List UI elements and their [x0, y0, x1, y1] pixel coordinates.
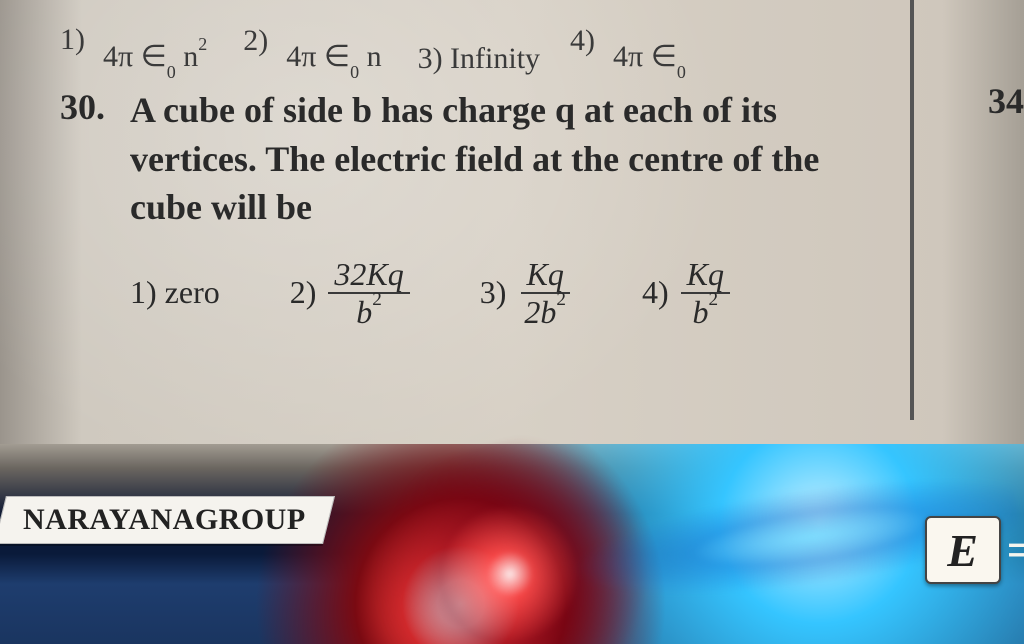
brand-badge: NARAYANAGROUP — [0, 496, 335, 544]
option-4: 4) Kq b2 — [642, 258, 730, 328]
equals-sign: = — [1007, 523, 1024, 578]
question-text: A cube of side b has charge q at each of… — [130, 86, 994, 232]
option-1-text: 1) zero — [130, 274, 220, 311]
option-3-fraction: Kq 2b2 — [518, 258, 572, 328]
prev-option-3: 3) Infinity — [418, 42, 540, 76]
previous-question-options: 1) x 4π ∈0 n2 2) x 4π ∈0 n 3) In — [60, 0, 994, 76]
prev-option-2-label: 2) — [243, 24, 268, 58]
prev-option-4-fraction: x 4π ∈0 — [607, 6, 692, 76]
letter-e-box: E — [925, 516, 1001, 584]
option-2: 2) 32Kq b2 — [290, 258, 410, 328]
prev-option-2-fraction: x 4π ∈0 n — [280, 6, 387, 76]
prev-option-1-label: 1) — [60, 23, 85, 57]
formula-footer: E = — [925, 516, 1024, 584]
prev-option-4: 4) x 4π ∈0 — [570, 6, 692, 76]
option-4-fraction: Kq b2 — [681, 258, 730, 328]
prev-option-1-fraction: x 4π ∈0 n2 — [97, 4, 213, 76]
prev-option-4-label: 4) — [570, 24, 595, 58]
option-1: 1) zero — [130, 274, 220, 311]
prev-option-3-label: 3) Infinity — [418, 42, 540, 76]
option-3-label: 3) — [480, 274, 507, 311]
content-area: 1) x 4π ∈0 n2 2) x 4π ∈0 n 3) In — [60, 0, 994, 328]
question-30-options: 1) zero 2) 32Kq b2 3) Kq 2b2 — [130, 258, 994, 328]
option-3: 3) Kq 2b2 — [480, 258, 572, 328]
prev-option-2: 2) x 4π ∈0 n — [243, 6, 387, 76]
option-4-label: 4) — [642, 274, 669, 311]
option-2-label: 2) — [290, 274, 317, 311]
option-2-fraction: 32Kq b2 — [328, 258, 409, 328]
page-root: 34 1) x 4π ∈0 n2 2) x 4π ∈0 n — [0, 0, 1024, 644]
question-30: 30. A cube of side b has charge q at eac… — [60, 86, 994, 232]
brand-text: NARAYANAGROUP — [23, 503, 306, 537]
prev-option-1: 1) x 4π ∈0 n2 — [60, 4, 213, 76]
question-number: 30. — [60, 86, 130, 128]
